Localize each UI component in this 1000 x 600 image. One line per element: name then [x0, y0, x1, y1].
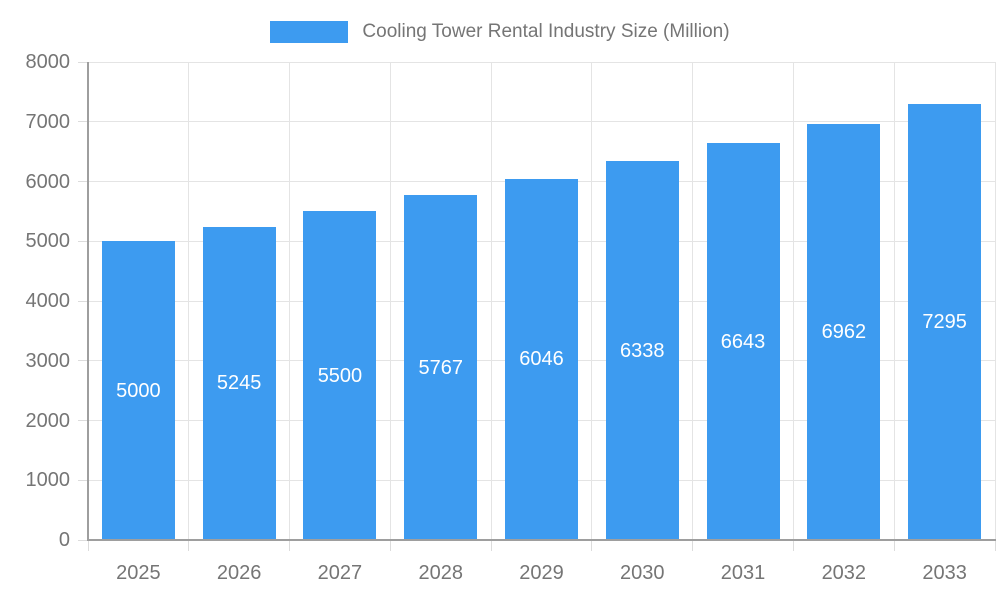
x-tick-mark — [490, 540, 492, 551]
y-tick-mark — [78, 61, 88, 63]
x-axis-tick-label: 2031 — [720, 562, 766, 584]
bar-value-label: 6338 — [620, 339, 665, 362]
bar-2030[interactable]: 6338 — [605, 161, 679, 540]
x-tick-mark — [87, 540, 89, 551]
y-axis-tick-label: 2000 — [25, 409, 71, 432]
y-axis-tick-label: 3000 — [25, 349, 71, 372]
y-axis-tick-label: 8000 — [25, 51, 71, 73]
gridline-v — [591, 62, 593, 540]
y-axis-tick-label: 6000 — [25, 170, 71, 193]
bar-2032[interactable]: 6962 — [807, 124, 881, 540]
gridline-h — [88, 61, 995, 63]
x-axis-tick-label: 2032 — [821, 562, 867, 584]
gridline-v — [188, 62, 190, 540]
x-axis-tick-label: 2029 — [519, 562, 564, 584]
x-tick-mark — [994, 540, 996, 551]
x-axis-tick-label: 2026 — [216, 562, 262, 584]
bar-value-label: 7295 — [922, 311, 967, 334]
x-tick-mark — [389, 540, 391, 551]
chart-legend[interactable]: Cooling Tower Rental Industry Size (Mill… — [0, 18, 1000, 46]
y-axis-tick-label: 4000 — [25, 290, 71, 312]
gridline-v — [994, 62, 996, 540]
y-axis-line — [87, 62, 89, 541]
y-axis-tick-label: 1000 — [25, 469, 71, 492]
y-tick-mark — [78, 240, 88, 242]
bar-value-label: 6046 — [519, 348, 564, 371]
x-axis-line — [87, 539, 996, 541]
gridline-h — [88, 121, 995, 123]
y-axis-tick-label: 5000 — [25, 230, 71, 253]
gridline-v — [893, 62, 895, 540]
bar-value-label: 5767 — [418, 356, 463, 379]
y-axis-tick-label: 7000 — [25, 110, 71, 133]
bar-2026[interactable]: 5245 — [202, 226, 276, 540]
x-axis-tick-label: 2025 — [116, 562, 161, 584]
y-tick-mark — [78, 360, 88, 362]
gridline-v — [289, 62, 291, 540]
x-tick-mark — [591, 540, 593, 551]
bar-value-label: 5500 — [317, 364, 363, 387]
y-tick-mark — [78, 539, 88, 541]
x-tick-mark — [792, 540, 794, 551]
y-tick-mark — [78, 181, 88, 182]
legend-label: Cooling Tower Rental Industry Size (Mill… — [362, 21, 730, 42]
y-tick-mark — [78, 121, 88, 123]
y-tick-mark — [78, 479, 88, 481]
y-axis-tick-label: 0 — [58, 529, 70, 551]
x-tick-mark — [692, 540, 694, 551]
x-tick-mark — [188, 540, 190, 551]
bar-value-label: 6962 — [821, 321, 867, 343]
x-axis-tick-label: 2033 — [922, 562, 967, 584]
bar-2027[interactable]: 5500 — [303, 211, 377, 540]
gridline-v — [389, 62, 391, 540]
bar-value-label: 5245 — [216, 372, 262, 395]
bar-2033[interactable]: 7295 — [908, 104, 982, 540]
y-tick-mark — [78, 420, 88, 421]
bar-value-label: 5000 — [116, 379, 161, 402]
y-tick-mark — [78, 300, 88, 302]
gridline-v — [490, 62, 492, 540]
legend-swatch-icon — [270, 21, 349, 43]
x-axis-tick-label: 2027 — [317, 562, 363, 584]
x-axis-tick-label: 2030 — [620, 562, 665, 584]
bar-2031[interactable]: 6643 — [706, 143, 780, 540]
x-tick-mark — [289, 540, 291, 551]
bar-2029[interactable]: 6046 — [505, 178, 578, 540]
x-tick-mark — [893, 540, 895, 551]
gridline-v — [692, 62, 694, 540]
gridline-v — [792, 62, 794, 540]
x-axis-tick-label: 2028 — [418, 562, 463, 584]
bar-2025[interactable]: 5000 — [101, 241, 175, 540]
bar-value-label: 6643 — [720, 330, 766, 353]
bar-2028[interactable]: 5767 — [404, 195, 478, 540]
